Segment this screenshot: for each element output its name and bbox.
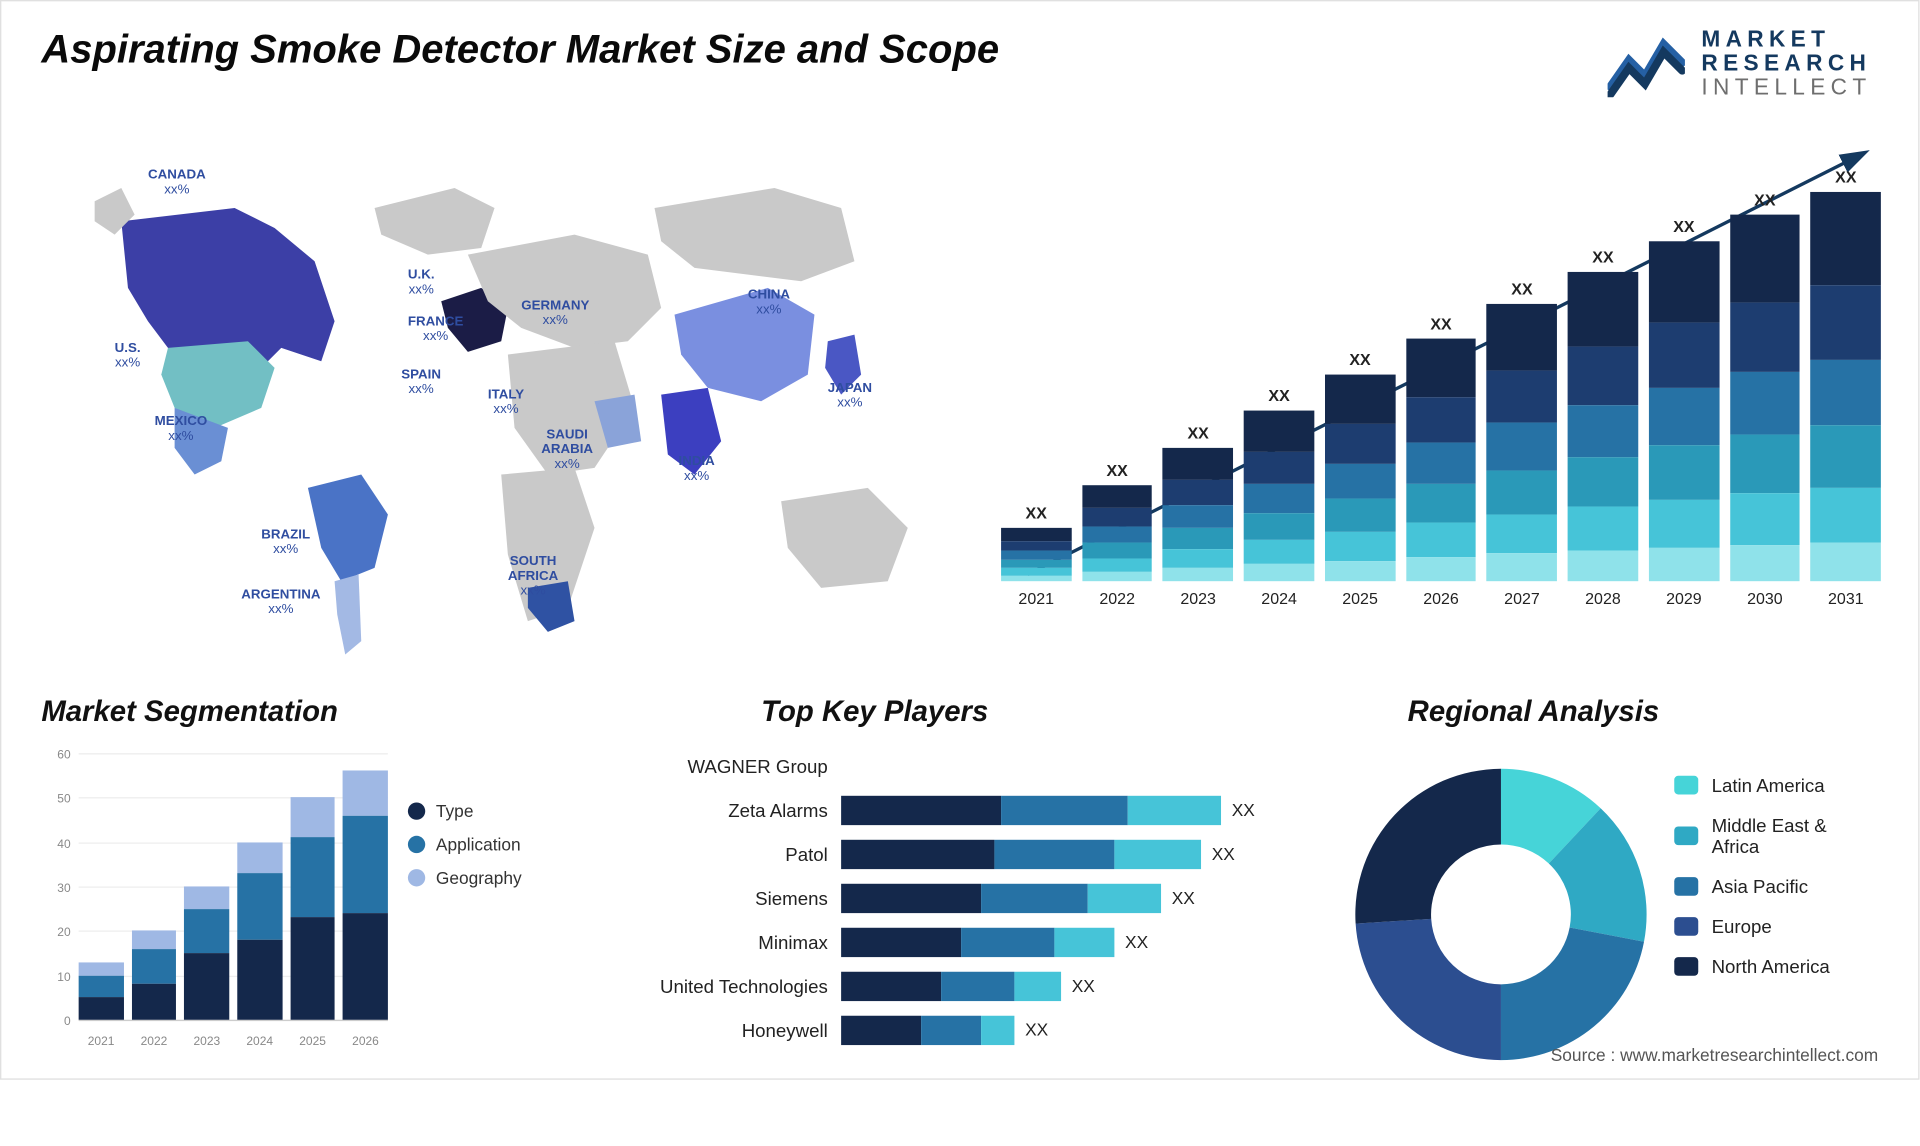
growth-bar: XX2022 xyxy=(1082,461,1152,608)
segmentation-legend: Type Application Geography xyxy=(408,801,522,901)
map-label: SPAINxx% xyxy=(401,368,441,397)
regional-donut-chart xyxy=(1348,761,1655,1068)
map-label: CHINAxx% xyxy=(748,288,790,317)
growth-bar: XX2023 xyxy=(1163,424,1233,608)
map-label: MEXICOxx% xyxy=(155,415,208,444)
legend-item: North America xyxy=(1674,956,1830,977)
logo-line2: RESEARCH xyxy=(1701,52,1871,76)
map-label: ITALYxx% xyxy=(488,388,524,417)
seg-bar xyxy=(184,886,229,1019)
regional-legend: Latin America Middle East &Africa Asia Pac… xyxy=(1674,774,1830,995)
growth-bar: XX2024 xyxy=(1244,387,1314,608)
map-label: U.K.xx% xyxy=(408,268,435,297)
kp-row: PatolXX xyxy=(641,836,1281,872)
map-label: CANADAxx% xyxy=(148,168,206,197)
map-label: FRANCExx% xyxy=(408,315,464,344)
source-text: Source : www.marketresearchintellect.com xyxy=(1551,1045,1878,1065)
keyplayers-title: Top Key Players xyxy=(761,694,988,729)
logo-line1: MARKET xyxy=(1701,28,1871,52)
seg-bar xyxy=(237,842,282,1020)
logo-mark-icon xyxy=(1608,30,1685,97)
legend-item: Type xyxy=(408,801,522,821)
legend-item: Middle East &Africa xyxy=(1674,814,1830,857)
legend-item: Europe xyxy=(1674,916,1830,937)
seg-bar xyxy=(79,962,124,1020)
growth-bar: XX2028 xyxy=(1568,248,1638,608)
growth-bar-chart: XX2021XX2022XX2023XX2024XX2025XX2026XX20… xyxy=(1001,135,1881,642)
growth-bar: XX2025 xyxy=(1325,351,1395,608)
map-label: SAUDIARABIAxx% xyxy=(541,428,593,472)
map-label: ARGENTINAxx% xyxy=(241,588,320,617)
brand-logo: MARKET RESEARCH INTELLECT xyxy=(1608,28,1871,99)
growth-bar: XX2031 xyxy=(1811,168,1881,608)
seg-bar xyxy=(290,798,335,1020)
map-label: JAPANxx% xyxy=(828,381,872,410)
kp-row: SiemensXX xyxy=(641,880,1281,916)
segmentation-title: Market Segmentation xyxy=(41,694,338,729)
kp-row: Zeta AlarmsXX xyxy=(641,792,1281,828)
growth-bar: XX2029 xyxy=(1649,217,1719,608)
kp-row: WAGNER Group xyxy=(641,748,1281,784)
growth-bar: XX2026 xyxy=(1406,315,1476,608)
page-title: Aspirating Smoke Detector Market Size an… xyxy=(41,28,999,73)
kp-row: MinimaxXX xyxy=(641,924,1281,960)
map-label: U.S.xx% xyxy=(115,341,141,370)
keyplayers-chart: WAGNER Group Zeta AlarmsXX PatolXX SiemensX… xyxy=(641,748,1281,1056)
map-label: INDIAxx% xyxy=(678,455,714,484)
legend-item: Application xyxy=(408,834,522,854)
world-map-chart: CANADAxx% U.S.xx% MEXICOxx% BRAZILxx% ARGENT… xyxy=(41,128,961,661)
legend-item: Latin America xyxy=(1674,774,1830,795)
segmentation-chart: 0102030405060 202120222023202420252026 xyxy=(41,741,388,1048)
growth-bar: XX2021 xyxy=(1001,504,1071,608)
logo-line3: INTELLECT xyxy=(1701,76,1871,100)
kp-row: United TechnologiesXX xyxy=(641,968,1281,1004)
map-label: GERMANYxx% xyxy=(521,299,589,328)
map-label: SOUTHAFRICAxx% xyxy=(508,555,558,599)
growth-bar: XX2027 xyxy=(1487,280,1557,608)
seg-bar xyxy=(132,931,177,1020)
legend-item: Asia Pacific xyxy=(1674,876,1830,897)
legend-item: Geography xyxy=(408,868,522,888)
regional-title: Regional Analysis xyxy=(1408,694,1660,729)
map-label: BRAZILxx% xyxy=(261,528,310,557)
growth-bar: XX2030 xyxy=(1730,191,1800,608)
seg-bar xyxy=(343,771,388,1020)
kp-row: HoneywellXX xyxy=(641,1012,1281,1048)
